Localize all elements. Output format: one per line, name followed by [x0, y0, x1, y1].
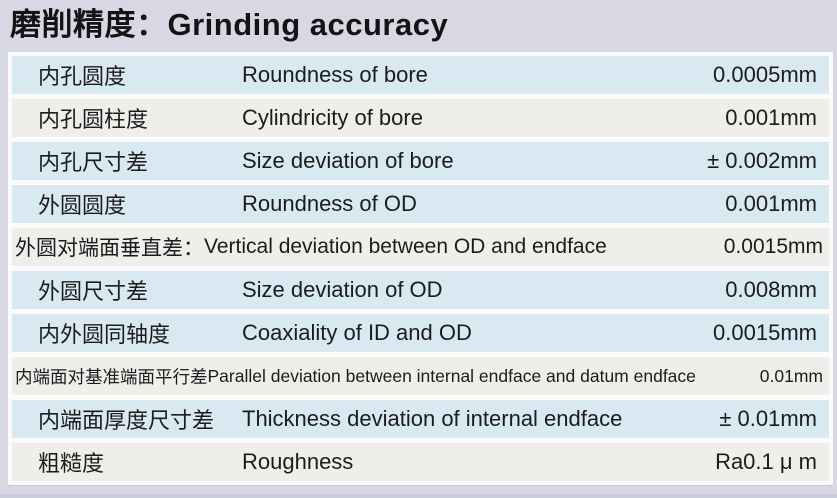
row-value: 0.008mm [725, 277, 817, 302]
row-label-cn: 内端面厚度尺寸差 [38, 408, 215, 433]
row-label-en: Size deviation of bore [242, 148, 454, 173]
row-value: 0.0015mm [723, 235, 823, 258]
row-value: 0.001mm [725, 105, 817, 130]
table-row-parallel-deviation-endfaces: 内端面对基准端面平行差 Parallel deviation between i… [12, 357, 829, 395]
row-label-cn: 内孔圆度 [38, 64, 127, 89]
table-row-size-deviation-of-od: 外圆尺寸差 Size deviation of OD 0.008mm [12, 271, 829, 309]
row-label-cn: 粗糙度 [38, 451, 105, 476]
row-label-cn: 外圆对端面垂直差： [15, 237, 204, 260]
table-row-cylindricity-of-bore: 内孔圆柱度 Cylindricity of bore 0.001mm [12, 99, 829, 137]
row-label-cn: 内端面对基准端面平行差 [15, 366, 208, 387]
row-label-en: Coaxiality of ID and OD [242, 320, 472, 345]
table-row-size-deviation-of-bore: 内孔尺寸差 Size deviation of bore ± 0.002mm [12, 142, 829, 180]
row-value: 0.001mm [725, 191, 817, 216]
table-row-coaxiality-id-od: 内外圆同轴度 Coaxiality of ID and OD 0.0015mm [12, 314, 829, 352]
row-label-en: Roundness of bore [242, 62, 428, 87]
row-label-cn: 内外圆同轴度 [38, 322, 171, 347]
table-row-vertical-deviation-od-endface: 外圆对端面垂直差： Vertical deviation between OD … [12, 228, 829, 266]
row-label-en: Parallel deviation between internal endf… [207, 365, 696, 386]
row-value: 0.0015mm [713, 320, 817, 345]
row-label-en: Size deviation of OD [242, 277, 443, 302]
bottom-edge-strip [0, 494, 837, 498]
table-row-roundness-of-od: 外圆圆度 Roundness of OD 0.001mm [12, 185, 829, 223]
row-label-en: Vertical deviation between OD and endfac… [204, 235, 607, 258]
row-label-en: Thickness deviation of internal endface [242, 406, 623, 431]
row-value: ± 0.002mm [707, 148, 817, 173]
table-row-roundness-of-bore: 内孔圆度 Roundness of bore 0.0005mm [12, 56, 829, 94]
row-label-cn: 内孔尺寸差 [38, 150, 149, 175]
table-row-thickness-deviation-internal-endface: 内端面厚度尺寸差 Thickness deviation of internal… [12, 400, 829, 438]
row-label-cn: 外圆尺寸差 [38, 279, 149, 304]
row-value: Ra0.1 μ m [715, 449, 817, 474]
row-label-cn: 外圆圆度 [38, 193, 127, 218]
row-label-cn: 内孔圆柱度 [38, 107, 149, 132]
row-value: 0.0005mm [713, 62, 817, 87]
row-value: 0.01mm [759, 365, 823, 386]
row-label-en: Cylindricity of bore [242, 105, 423, 130]
grinding-accuracy-table: 内孔圆度 Roundness of bore 0.0005mm 内孔圆柱度 Cy… [8, 52, 833, 485]
page-title: 磨削精度：Grinding accuracy [10, 7, 449, 42]
row-label-en: Roughness [242, 449, 354, 474]
table-row-roughness: 粗糙度 Roughness Ra0.1 μ m [12, 443, 829, 481]
row-value: ± 0.01mm [719, 406, 817, 431]
row-label-en: Roundness of OD [242, 191, 417, 216]
